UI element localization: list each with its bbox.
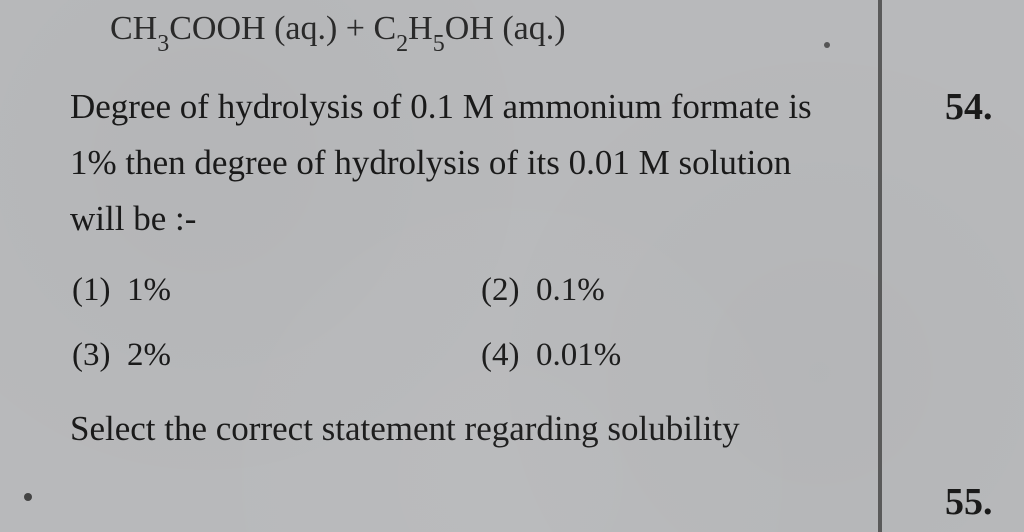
option-value: 0.01%: [536, 337, 621, 373]
option-value: 0.1%: [536, 272, 605, 308]
option-number: (1): [72, 272, 110, 308]
question-number-panel: 54. 55.: [895, 0, 1024, 532]
eq-part: H: [408, 10, 433, 47]
option-number: (2): [481, 272, 519, 308]
option-3: (3) 2%: [72, 337, 421, 374]
option-number: (4): [481, 337, 519, 373]
chemical-equation: CH3COOH (aq.) + C2H5OH (aq.): [110, 10, 830, 54]
question-number-55: 55.: [945, 480, 993, 524]
options-grid: (1) 1% (2) 0.1% (3) 2% (4) 0.01%: [70, 272, 830, 374]
next-question-text: Select the correct statement regarding s…: [70, 409, 830, 449]
eq-part: CH: [110, 10, 157, 47]
option-1: (1) 1%: [72, 272, 421, 309]
option-number: (3): [72, 337, 110, 373]
option-2: (2) 0.1%: [481, 272, 830, 309]
question-number-54: 54.: [945, 85, 993, 129]
eq-subscript: 5: [433, 31, 445, 57]
option-value: 2%: [127, 337, 171, 373]
option-value: 1%: [127, 272, 171, 308]
question-content: CH3COOH (aq.) + C2H5OH (aq.) Degree of h…: [0, 0, 870, 449]
eq-subscript: 3: [157, 31, 169, 57]
artifact-dot: [24, 493, 32, 501]
eq-part: COOH (aq.) + C: [169, 10, 396, 47]
question-body: Degree of hydrolysis of 0.1 M ammonium f…: [70, 79, 830, 247]
eq-part: OH (aq.): [445, 10, 566, 47]
option-4: (4) 0.01%: [481, 337, 830, 374]
vertical-divider: [878, 0, 882, 532]
artifact-dot: [824, 42, 830, 48]
eq-subscript: 2: [396, 31, 408, 57]
